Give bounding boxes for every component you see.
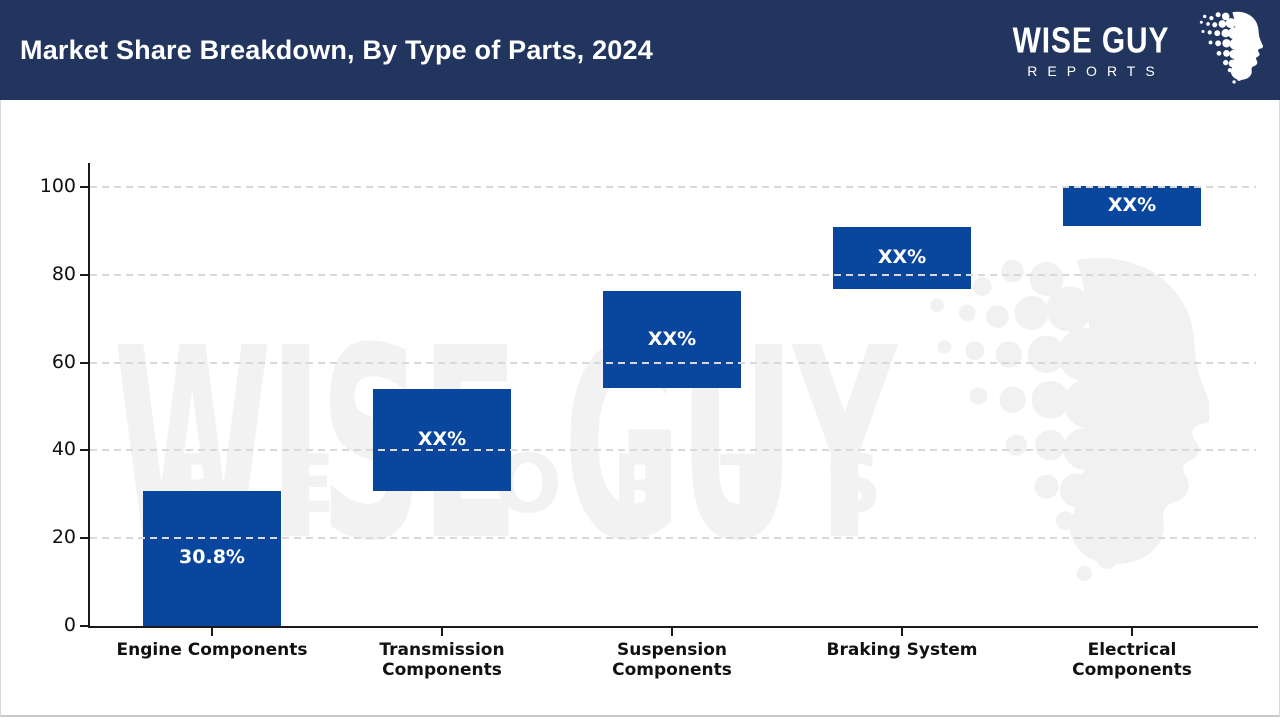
x-category-label: Transmission Components bbox=[379, 640, 505, 680]
watermark-face-icon bbox=[930, 258, 1209, 582]
x-category-label: Braking System bbox=[826, 640, 978, 660]
bar-value-label: XX% bbox=[647, 327, 697, 350]
gridline-40 bbox=[90, 449, 1256, 452]
bar-transmission-components bbox=[373, 388, 511, 491]
bar-electrical-components bbox=[1063, 185, 1201, 227]
y-tick-label-40: 40 bbox=[51, 438, 76, 461]
gridline-80 bbox=[90, 273, 1256, 276]
y-tick-20 bbox=[80, 537, 88, 540]
y-tick-label-80: 80 bbox=[51, 262, 76, 285]
gridline-100 bbox=[90, 186, 1256, 188]
header-bar: Market Share Breakdown, By Type of Parts… bbox=[0, 0, 1280, 100]
y-tick-80 bbox=[80, 273, 88, 276]
logo-subtitle: REPORTS bbox=[1027, 62, 1165, 79]
wise-guy-reports-logo: WISE GUY REPORTS bbox=[1002, 6, 1266, 94]
plot-area: 0 20 40 60 80 100 30.8% Engine Components XX% Tra… bbox=[1, 100, 1280, 717]
x-category-label: Electrical Components bbox=[1072, 640, 1192, 680]
y-tick-label-0: 0 bbox=[63, 614, 76, 636]
page-title: Market Share Breakdown, By Type of Parts… bbox=[20, 34, 653, 65]
x-category-label: Engine Components bbox=[116, 640, 308, 660]
x-tick-1 bbox=[211, 628, 213, 636]
y-tick-40 bbox=[80, 449, 88, 452]
bar-value-label: XX% bbox=[877, 245, 927, 268]
y-tick-label-60: 60 bbox=[51, 350, 76, 373]
watermark-subtitle: REPORTS bbox=[169, 438, 933, 531]
x-category-label: Suspension Components bbox=[612, 640, 732, 680]
chart-canvas: WISE GUY REPORTS 0 20 40 60 80 100 30.8% Engine… bbox=[0, 100, 1280, 717]
x-tick-2 bbox=[441, 628, 443, 636]
bar-value-label: 30.8% bbox=[179, 546, 245, 569]
y-tick-label-20: 20 bbox=[51, 526, 76, 549]
x-tick-3 bbox=[671, 628, 673, 636]
y-tick-label-100: 100 bbox=[39, 175, 76, 197]
bar-suspension-components bbox=[603, 291, 741, 389]
logo-wordmark: WISE GUY bbox=[1012, 20, 1170, 61]
y-tick-0 bbox=[80, 625, 88, 627]
x-tick-5 bbox=[1131, 628, 1133, 636]
logo-face-icon bbox=[1199, 11, 1264, 84]
gridline-20 bbox=[90, 537, 1256, 540]
bar-engine-components bbox=[143, 490, 281, 626]
bar-value-label: XX% bbox=[417, 427, 467, 450]
logo-text: WISE GUY REPORTS bbox=[1002, 20, 1180, 79]
bar-value-label: XX% bbox=[1107, 194, 1157, 217]
x-tick-4 bbox=[901, 628, 903, 636]
x-axis-line bbox=[88, 626, 1258, 628]
y-axis-line bbox=[88, 163, 90, 628]
y-tick-100 bbox=[80, 186, 88, 188]
bar-braking-system bbox=[833, 226, 971, 289]
y-tick-60 bbox=[80, 361, 88, 364]
gridline-60 bbox=[90, 361, 1256, 364]
